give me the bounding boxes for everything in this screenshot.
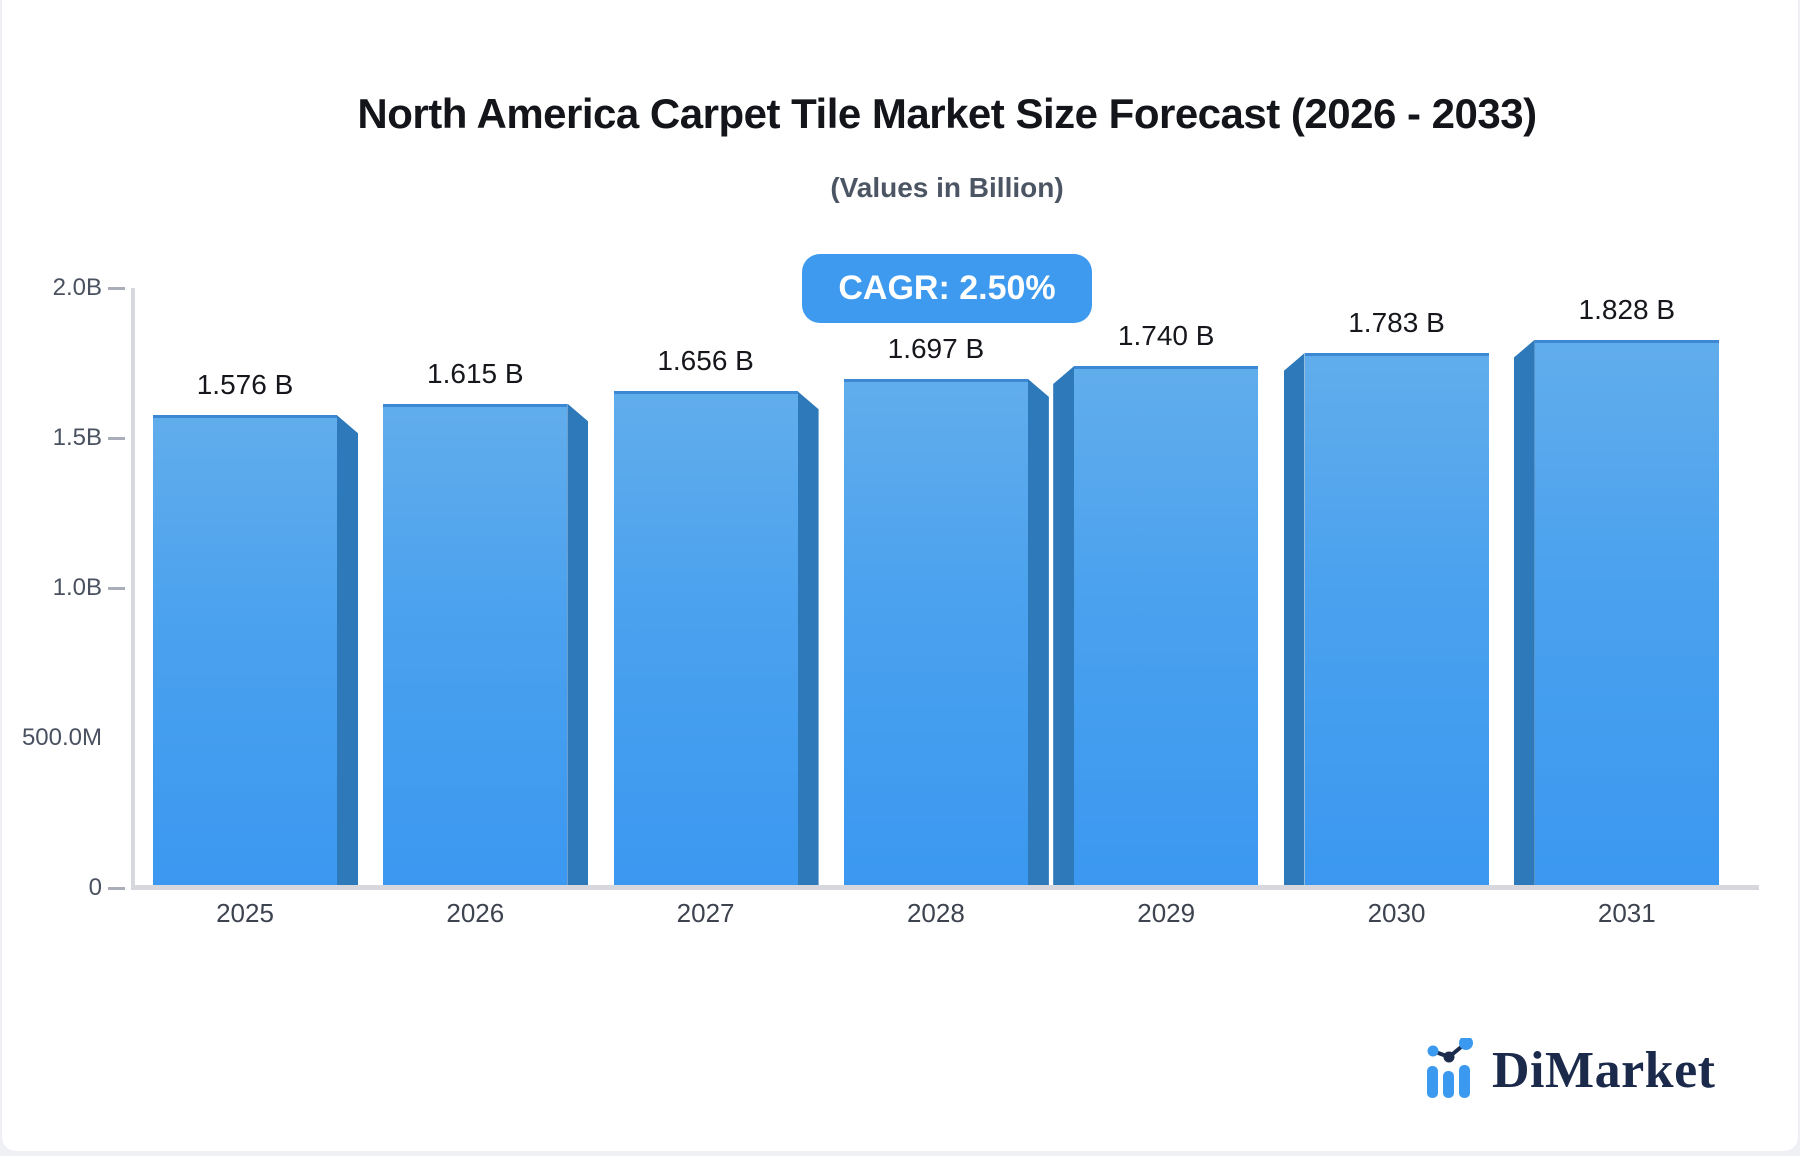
bar-value-label: 1.828 B <box>1578 293 1676 325</box>
y-tick-dash <box>108 437 125 440</box>
bar-side <box>1027 378 1049 888</box>
bar-side <box>797 391 819 888</box>
bar-value-label: 1.783 B <box>1348 307 1445 339</box>
bar-value-label: 1.656 B <box>657 345 754 377</box>
dimarket-logo-icon <box>1427 1038 1473 1098</box>
bar-side <box>337 415 358 888</box>
y-tick-dash <box>108 287 125 290</box>
y-tick-label: 2.0B <box>52 274 102 301</box>
y-tick-label: 0 <box>88 874 102 901</box>
bar-side <box>1053 366 1075 888</box>
y-tick-label: 500.0M <box>21 724 102 751</box>
bar-side <box>1283 353 1305 888</box>
bar-face <box>1534 339 1719 888</box>
bar-face <box>1074 366 1259 888</box>
x-axis-label: 2029 <box>1137 898 1196 928</box>
y-tick-dash <box>108 587 125 590</box>
plot-area: 2.0B 1.5B 1.0B 500.0M 0 1.576 B 1.615 B 1.656 B… <box>2 274 1800 901</box>
bar-face <box>383 403 568 888</box>
x-axis-label: 2025 <box>216 898 274 928</box>
dimarket-logo: DiMarket <box>1426 1038 1715 1102</box>
logo-text: DiMarket <box>1492 1041 1716 1099</box>
bar-value-label: 1.615 B <box>427 357 524 389</box>
bar-side <box>567 403 589 888</box>
chart-title: North America Carpet Tile Market Size Fo… <box>357 90 1537 137</box>
bar-face <box>1304 353 1489 888</box>
bar-face <box>153 415 337 888</box>
y-tick-label: 1.0B <box>52 574 102 601</box>
y-tick-label: 1.5B <box>52 424 102 451</box>
x-axis-label: 2030 <box>1367 898 1426 928</box>
y-axis-line <box>131 288 135 888</box>
bar-value-label: 1.697 B <box>887 332 985 364</box>
bar-face <box>613 391 798 888</box>
x-axis-label: 2031 <box>1597 898 1656 928</box>
x-axis-label: 2026 <box>446 898 505 928</box>
bar-face <box>843 378 1028 888</box>
chart-subtitle: (Values in Billion) <box>830 172 1064 203</box>
y-tick-dash <box>108 887 125 890</box>
x-axis-label: 2028 <box>906 898 965 928</box>
bar-value-label: 1.576 B <box>196 369 294 401</box>
x-axis-label: 2027 <box>676 898 735 928</box>
x-axis-line <box>131 885 1759 890</box>
bar-side <box>1513 339 1535 888</box>
bar-value-label: 1.740 B <box>1117 320 1215 351</box>
